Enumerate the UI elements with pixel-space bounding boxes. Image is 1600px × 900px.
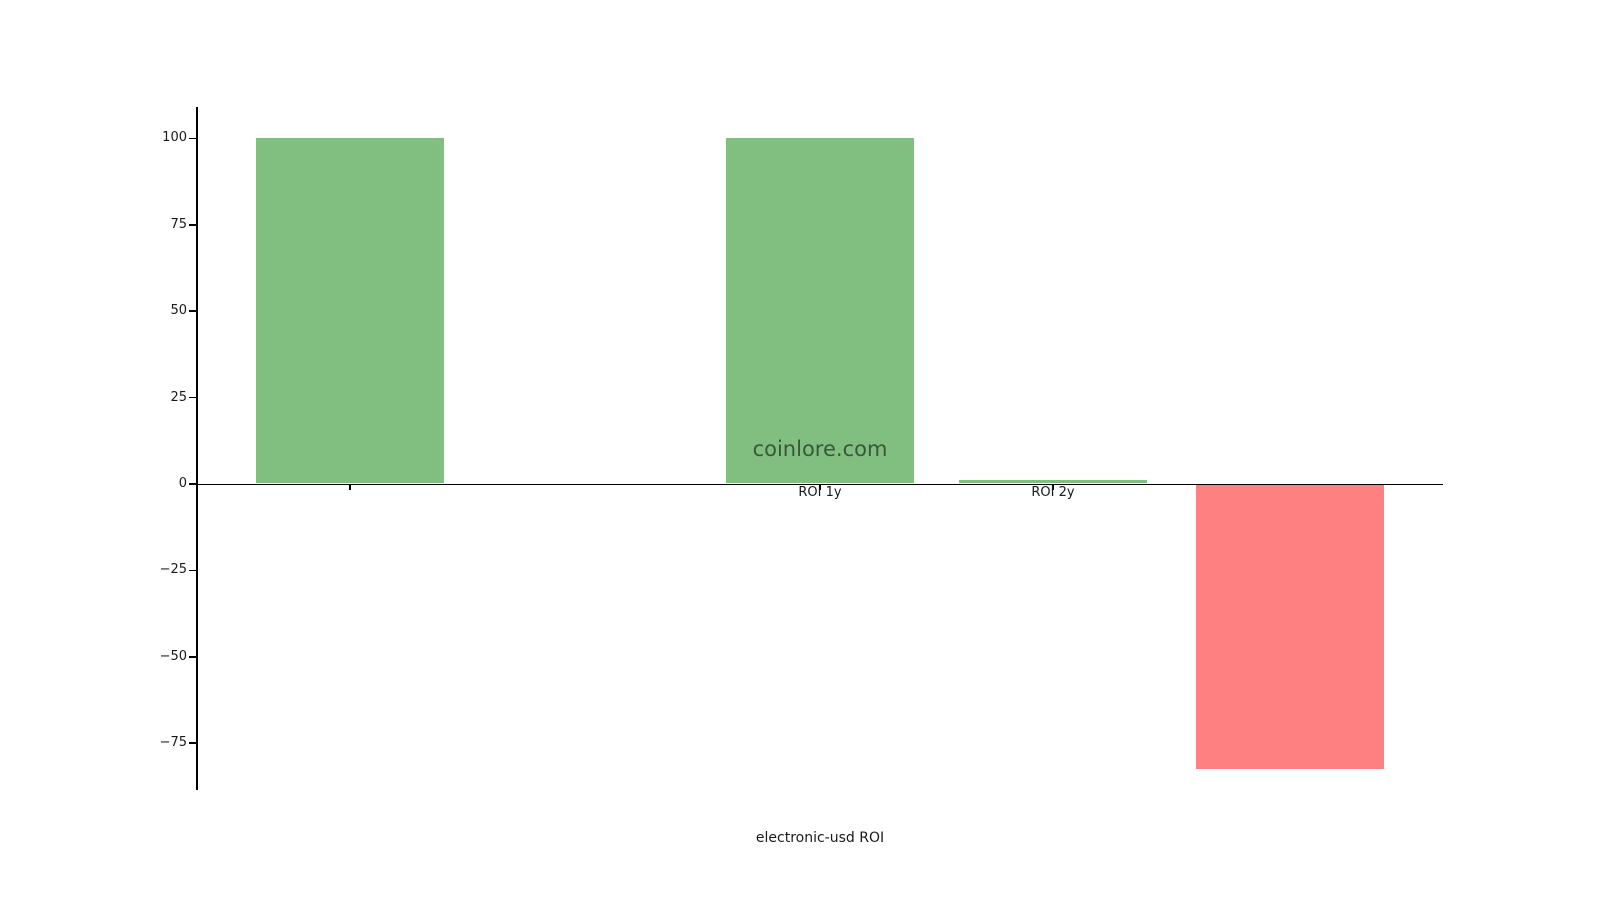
y-tick-mark bbox=[189, 224, 196, 226]
bar-roi-2y bbox=[959, 480, 1147, 484]
y-tick-mark bbox=[189, 483, 196, 485]
y-axis-line bbox=[196, 107, 198, 790]
bar-roi-1y bbox=[726, 137, 914, 484]
y-tick-mark bbox=[189, 742, 196, 744]
y-tick-label: 100 bbox=[162, 130, 187, 146]
y-tick-mark bbox=[189, 656, 196, 658]
y-tick-label: 0 bbox=[178, 476, 187, 491]
y-tick-label: 25 bbox=[170, 389, 187, 405]
x-tick-mark bbox=[819, 484, 821, 490]
y-tick-mark bbox=[189, 137, 196, 140]
x-tick-label: ROI 1y bbox=[798, 485, 842, 500]
y-tick-mark bbox=[189, 569, 196, 572]
x-tick-mark bbox=[349, 484, 351, 490]
y-tick-mark bbox=[189, 310, 196, 312]
bar-3 bbox=[1196, 485, 1384, 769]
x-tick-label: ROI 2y bbox=[1031, 485, 1075, 500]
y-tick-label: 50 bbox=[170, 303, 187, 319]
y-tick-label: −25 bbox=[159, 562, 187, 578]
y-tick-label: −50 bbox=[159, 648, 187, 664]
y-tick-label: 75 bbox=[170, 216, 187, 232]
x-axis-title: electronic-usd ROI bbox=[755, 830, 885, 846]
watermark-text: coinlore.com bbox=[752, 437, 888, 461]
y-tick-mark bbox=[189, 396, 196, 399]
y-tick-label: −75 bbox=[159, 735, 187, 751]
x-tick-mark bbox=[1052, 484, 1054, 490]
bar-0 bbox=[256, 137, 444, 484]
